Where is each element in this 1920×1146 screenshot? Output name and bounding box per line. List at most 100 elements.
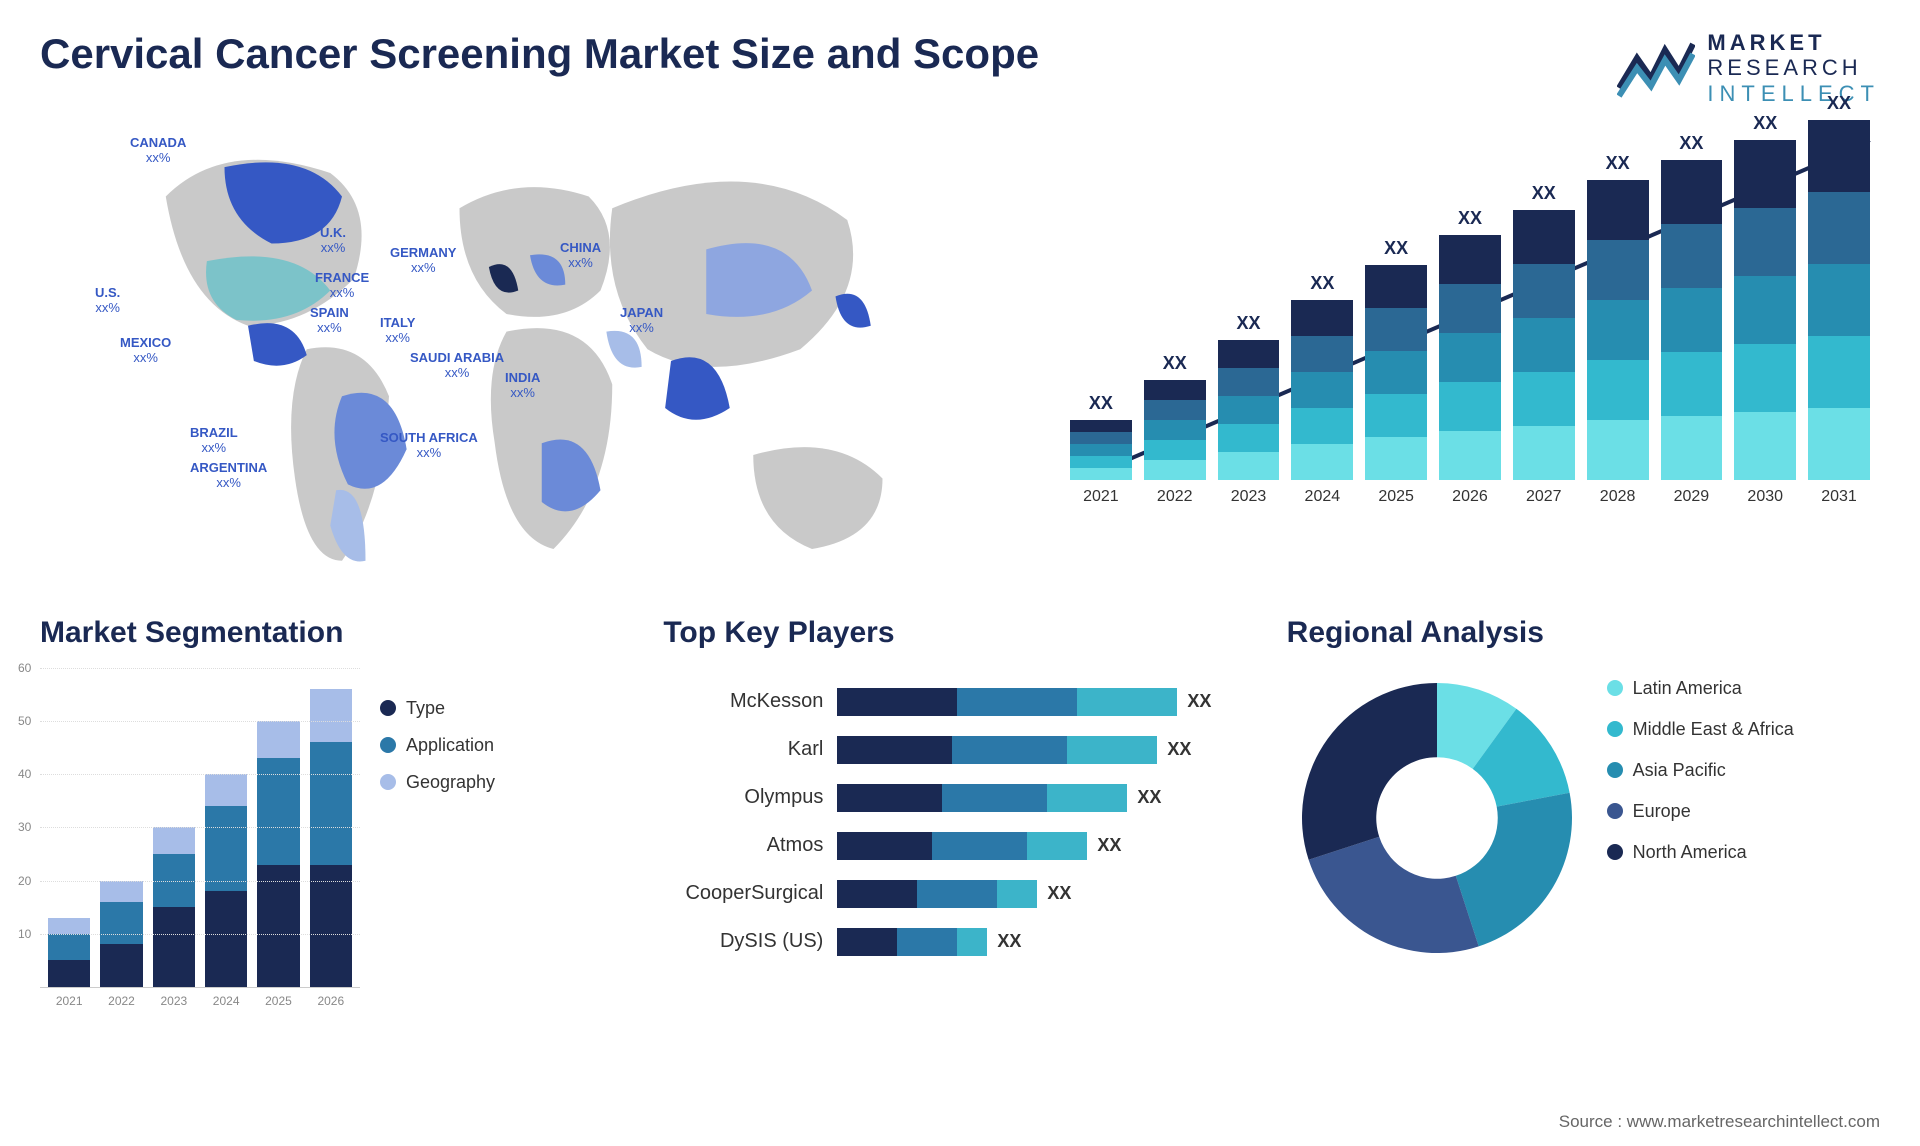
player-bar [837,880,1037,908]
growth-bar-segment [1218,396,1280,424]
legend-label: Asia Pacific [1633,760,1726,781]
growth-bar-segment [1587,360,1649,420]
growth-bar-value: XX [1753,113,1777,134]
player-row: Karl XX [663,736,1256,764]
map-label-south-africa: SOUTH AFRICAxx% [380,431,478,461]
growth-bar-value: XX [1458,208,1482,229]
growth-bar-segment [1808,264,1870,336]
player-row: DySIS (US) XX [663,928,1256,956]
map-label-mexico: MEXICOxx% [120,336,171,366]
map-label-saudi-arabia: SAUDI ARABIAxx% [410,351,504,381]
legend-label: Geography [406,772,495,793]
seg-legend-item: Geography [380,772,495,793]
seg-ytick: 20 [18,874,31,888]
legend-swatch-icon [1607,762,1623,778]
seg-bar-segment [100,881,142,902]
growth-bar-segment [1070,456,1132,468]
growth-bar-segment [1734,140,1796,208]
player-row: CooperSurgical XX [663,880,1256,908]
world-map-svg [40,126,1020,596]
growth-bar-year: 2028 [1600,488,1636,506]
logo-line2: RESEARCH [1707,55,1880,80]
donut-slice [1308,837,1478,953]
growth-bar-year: 2026 [1452,488,1488,506]
map-label-china: CHINAxx% [560,241,601,271]
growth-bar-segment [1144,440,1206,460]
legend-label: Latin America [1633,678,1742,699]
donut-slice [1302,683,1437,860]
seg-ytick: 10 [18,927,31,941]
regional-legend: Latin AmericaMiddle East & AfricaAsia Pa… [1607,678,1794,883]
player-value: XX [1097,835,1121,856]
growth-bar-segment [1513,426,1575,480]
growth-bar-value: XX [1532,183,1556,204]
player-value: XX [1167,739,1191,760]
growth-bar-segment [1365,308,1427,351]
seg-ytick: 30 [18,820,31,834]
growth-bar-segment [1439,431,1501,480]
growth-bar-segment [1218,368,1280,396]
seg-bar-segment [257,865,299,987]
map-label-japan: JAPANxx% [620,306,663,336]
growth-bar-segment [1365,351,1427,394]
player-value: XX [997,931,1021,952]
growth-bar-segment [1439,284,1501,333]
seg-bar-segment [48,960,90,987]
player-bar-segment [837,880,917,908]
growth-bar-segment [1439,382,1501,431]
growth-bar-value: XX [1827,93,1851,114]
regional-legend-item: Asia Pacific [1607,760,1794,781]
growth-bar-value: XX [1089,393,1113,414]
player-bar-segment [837,736,952,764]
player-name: DySIS (US) [663,930,823,953]
map-label-u-k-: U.K.xx% [320,226,346,256]
growth-bar-year: 2021 [1083,488,1119,506]
seg-bar-segment [310,865,352,987]
growth-bar-segment [1070,420,1132,432]
map-label-argentina: ARGENTINAxx% [190,461,267,491]
growth-bar-segment [1661,352,1723,416]
legend-label: Application [406,735,494,756]
player-bar-segment [957,928,987,956]
player-name: Karl [663,738,823,761]
regional-legend-item: Europe [1607,801,1794,822]
segmentation-title: Market Segmentation [40,616,633,650]
seg-year: 2024 [205,994,247,1008]
key-players-title: Top Key Players [663,616,1256,650]
segmentation-panel: Market Segmentation 102030405060 2021202… [40,616,633,1096]
growth-bar-value: XX [1679,133,1703,154]
player-name: Atmos [663,834,823,857]
regional-title: Regional Analysis [1287,616,1880,650]
seg-legend-item: Application [380,735,495,756]
growth-bar-2022: XX2022 [1144,353,1206,506]
map-label-italy: ITALYxx% [380,316,415,346]
growth-bar-segment [1513,210,1575,264]
player-bar-segment [957,688,1077,716]
regional-panel: Regional Analysis Latin AmericaMiddle Ea… [1287,616,1880,1096]
growth-bar-value: XX [1384,238,1408,259]
seg-bar-segment [153,827,195,854]
seg-bar-segment [205,774,247,806]
player-bar-segment [837,928,897,956]
player-value: XX [1047,883,1071,904]
growth-bar-2031: XX2031 [1808,93,1870,506]
player-bar-segment [837,832,932,860]
seg-year: 2026 [310,994,352,1008]
player-name: CooperSurgical [663,882,823,905]
seg-year: 2023 [153,994,195,1008]
segmentation-legend: TypeApplicationGeography [380,698,495,1008]
player-bar [837,688,1177,716]
player-name: Olympus [663,786,823,809]
growth-bar-segment [1439,333,1501,382]
player-bar [837,832,1087,860]
growth-bar-2026: XX 2026 [1439,208,1501,506]
player-bar-segment [837,688,957,716]
growth-bar-segment [1218,452,1280,480]
growth-bar-segment [1587,420,1649,480]
growth-bar-segment [1070,444,1132,456]
map-label-u-s-: U.S.xx% [95,286,120,316]
donut-slice [1455,793,1571,947]
growth-bar-segment [1439,235,1501,284]
seg-ytick: 50 [18,714,31,728]
growth-bar-year: 2022 [1157,488,1193,506]
